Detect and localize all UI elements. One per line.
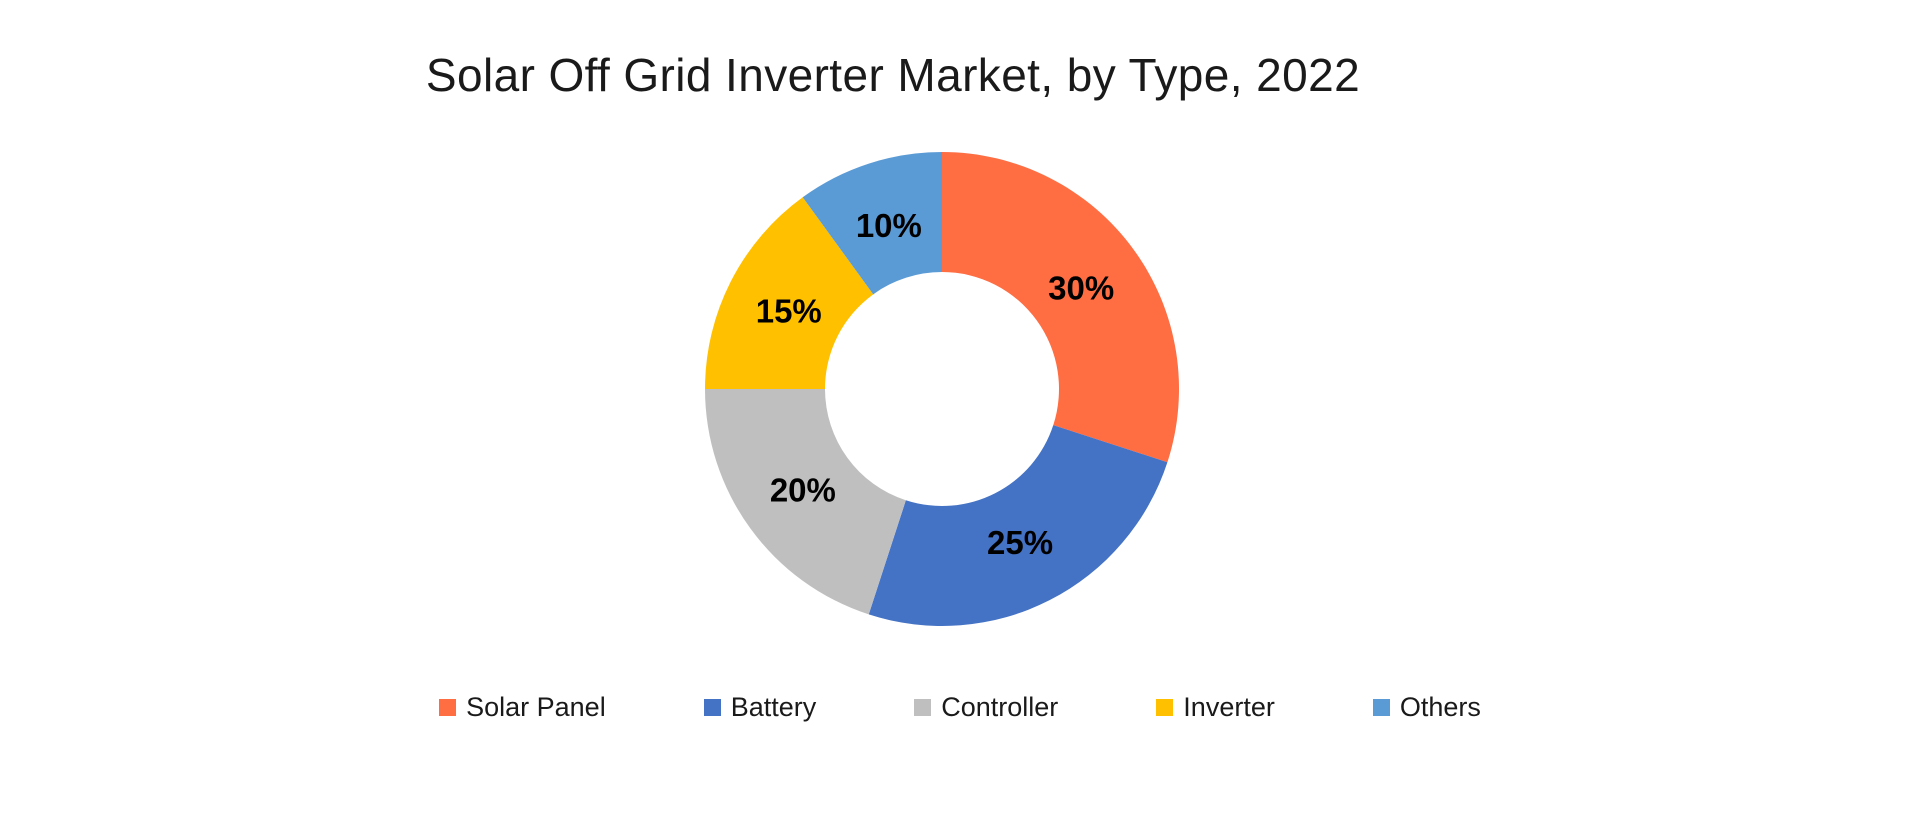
legend-label: Solar Panel <box>466 692 606 722</box>
legend-label: Battery <box>730 692 817 722</box>
legend-swatch-icon <box>439 699 457 716</box>
legend-label: Others <box>1399 692 1481 722</box>
slice-battery <box>868 425 1168 627</box>
legend-swatch-icon <box>703 699 721 716</box>
slice-solar-panel <box>942 152 1180 463</box>
legend-swatch-icon <box>1156 699 1174 716</box>
legend-label: Controller <box>941 692 1059 722</box>
legend-item-controller: Controller <box>914 692 1058 723</box>
data-label-inverter: 15% <box>756 292 822 329</box>
legend-swatch-icon <box>1372 699 1390 716</box>
data-label-battery: 25% <box>987 524 1053 561</box>
legend-item-inverter: Inverter <box>1156 692 1275 723</box>
data-label-others: 10% <box>856 207 922 244</box>
chart-title: Solar Off Grid Inverter Market, by Type,… <box>425 49 1361 101</box>
legend-label: Inverter <box>1183 692 1275 722</box>
slice-controller <box>705 389 906 615</box>
data-label-controller: 20% <box>770 472 836 509</box>
donut-chart: 30% 25% 20% 15% 10% <box>705 152 1180 627</box>
legend-item-others: Others <box>1372 692 1481 723</box>
legend-item-battery: Battery <box>703 692 817 723</box>
slice-others <box>802 152 942 295</box>
legend-item-solar-panel: Solar Panel <box>439 692 606 723</box>
legend-swatch-icon <box>914 699 932 716</box>
slice-inverter <box>705 197 874 389</box>
chart-legend: Solar Panel Battery Controller Inverter Othe… <box>0 692 1920 723</box>
data-label-solar-panel: 30% <box>1048 269 1114 306</box>
